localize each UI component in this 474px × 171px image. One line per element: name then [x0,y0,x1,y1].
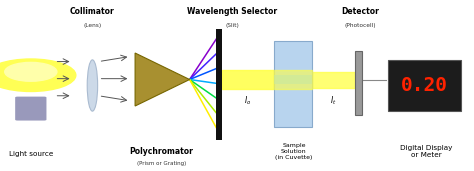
Text: (Slit): (Slit) [225,23,239,28]
Circle shape [0,59,76,91]
Text: Sample
Solution
(in Cuvette): Sample Solution (in Cuvette) [275,143,312,160]
FancyBboxPatch shape [15,97,46,121]
Bar [274,41,312,127]
Text: $I_o$: $I_o$ [245,95,252,107]
Text: (Lens): (Lens) [83,23,101,28]
Ellipse shape [87,60,98,111]
Text: Light source: Light source [9,151,53,157]
Text: Polychromator: Polychromator [129,147,193,156]
Bar [216,29,222,140]
Circle shape [5,62,57,81]
Bar [274,75,312,84]
Text: $I_t$: $I_t$ [330,95,337,107]
Polygon shape [135,53,190,106]
Text: (Photocell): (Photocell) [345,23,376,28]
Text: Detector: Detector [341,8,379,16]
Text: 0.20: 0.20 [401,76,448,95]
Text: (Prism or Grating): (Prism or Grating) [137,161,186,166]
Text: Wavelength Selector: Wavelength Selector [187,8,277,16]
Bar [355,51,362,115]
FancyBboxPatch shape [388,60,461,111]
Text: Collimator: Collimator [70,8,115,16]
Text: Digital Display
or Meter: Digital Display or Meter [401,145,453,158]
